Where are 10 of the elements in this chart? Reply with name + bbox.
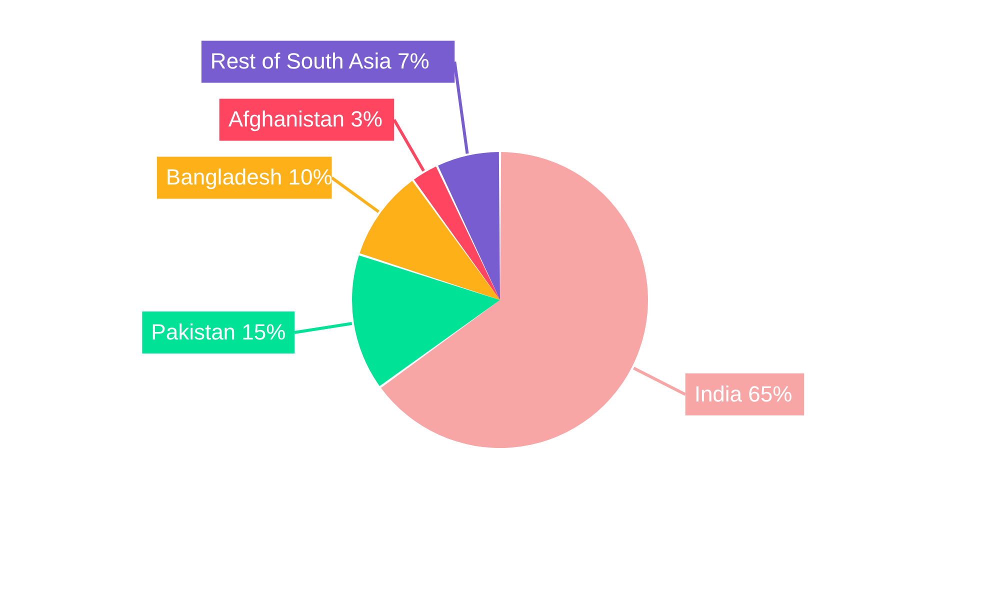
slice-label: Bangladesh 10% xyxy=(166,164,332,190)
pie-slice xyxy=(380,152,648,448)
pie-slice xyxy=(352,255,500,386)
slice-label: Rest of South Asia 7% xyxy=(210,48,430,74)
slice-label: India 65% xyxy=(694,381,792,406)
slice-label: Afghanistan 3% xyxy=(228,106,382,132)
pie-slice xyxy=(438,152,500,300)
pie-slice xyxy=(414,166,500,300)
pie-slice xyxy=(360,180,500,300)
slice-label: Pakistan 15% xyxy=(151,320,286,345)
